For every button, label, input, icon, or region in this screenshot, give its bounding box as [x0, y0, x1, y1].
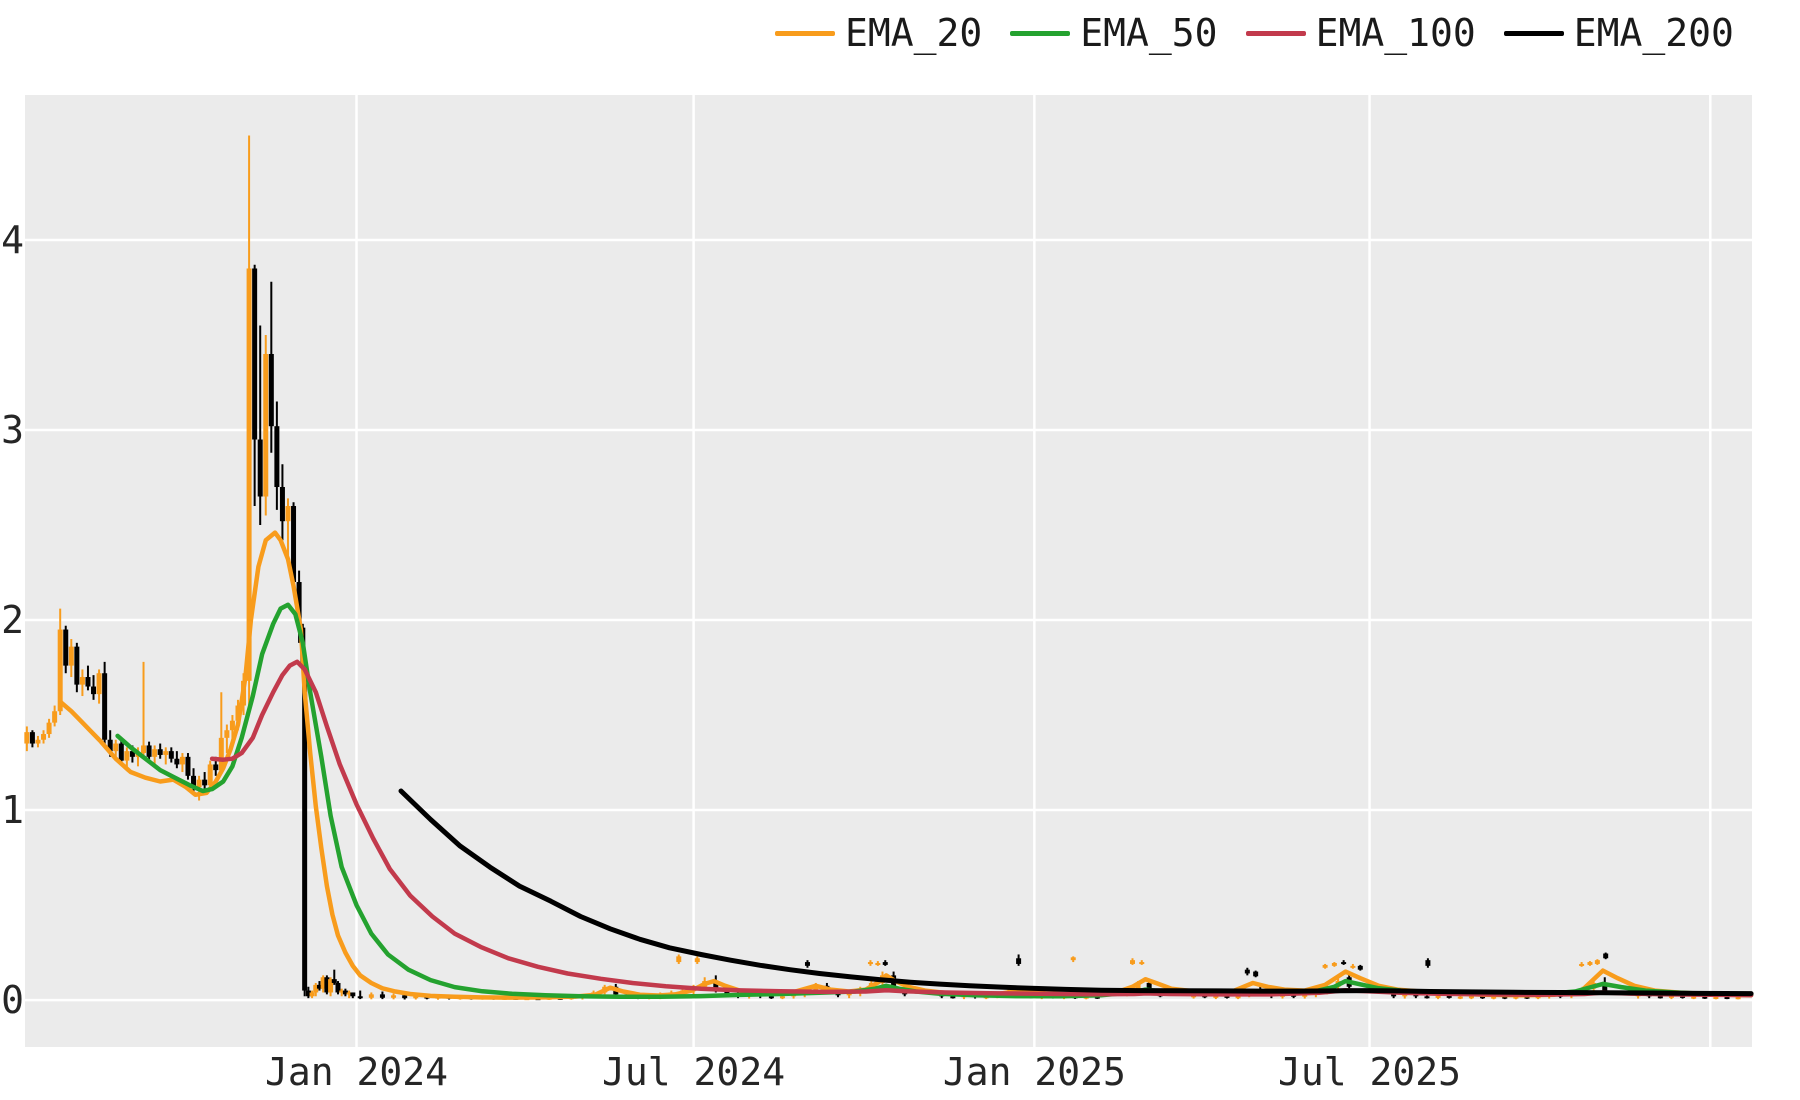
y-tick-label: 0 [1, 978, 24, 1022]
y-tick-label: 4 [1, 218, 24, 262]
ema-100-line-swatch [1245, 30, 1306, 36]
legend-label-ema-20: EMA_20 [845, 11, 983, 55]
x-tick-label: Jul 2024 [602, 1050, 785, 1094]
y-tick-label: 1 [1, 788, 24, 832]
line-ema_200 [398, 788, 1754, 997]
y-tick-label: 2 [1, 598, 24, 642]
plot-area [25, 95, 1752, 1047]
x-tick-label: Jan 2025 [943, 1050, 1126, 1094]
legend-item-ema-200: EMA_200 [1503, 11, 1734, 55]
chart-legend: EMA_20 EMA_50 EMA_100 EMA_200 [775, 14, 1734, 52]
x-tick-label: Jan 2024 [265, 1050, 448, 1094]
legend-item-ema-20: EMA_20 [775, 14, 982, 52]
legend-item-ema-100: EMA_100 [1245, 11, 1476, 55]
ema-lines [57, 530, 1754, 1000]
ema-200-line-swatch [1503, 30, 1564, 36]
gridlines [25, 95, 1752, 1047]
axis-tick-labels: 0 1 2 3 4 Jan 2024 Jul 2024 Jan 2025 Jul 2025 [1, 218, 1461, 1094]
x-tick-label: Jul 2025 [1278, 1050, 1461, 1094]
y-tick-label: 3 [1, 408, 24, 452]
ema-50-line-swatch [1010, 30, 1071, 36]
legend-item-ema-50: EMA_50 [1010, 11, 1218, 55]
legend-label-ema-200: EMA_200 [1573, 11, 1734, 55]
ema-20-line-swatch [775, 30, 835, 36]
legend-label-ema-100: EMA_100 [1315, 11, 1476, 55]
legend-label-ema-50: EMA_50 [1080, 11, 1218, 55]
